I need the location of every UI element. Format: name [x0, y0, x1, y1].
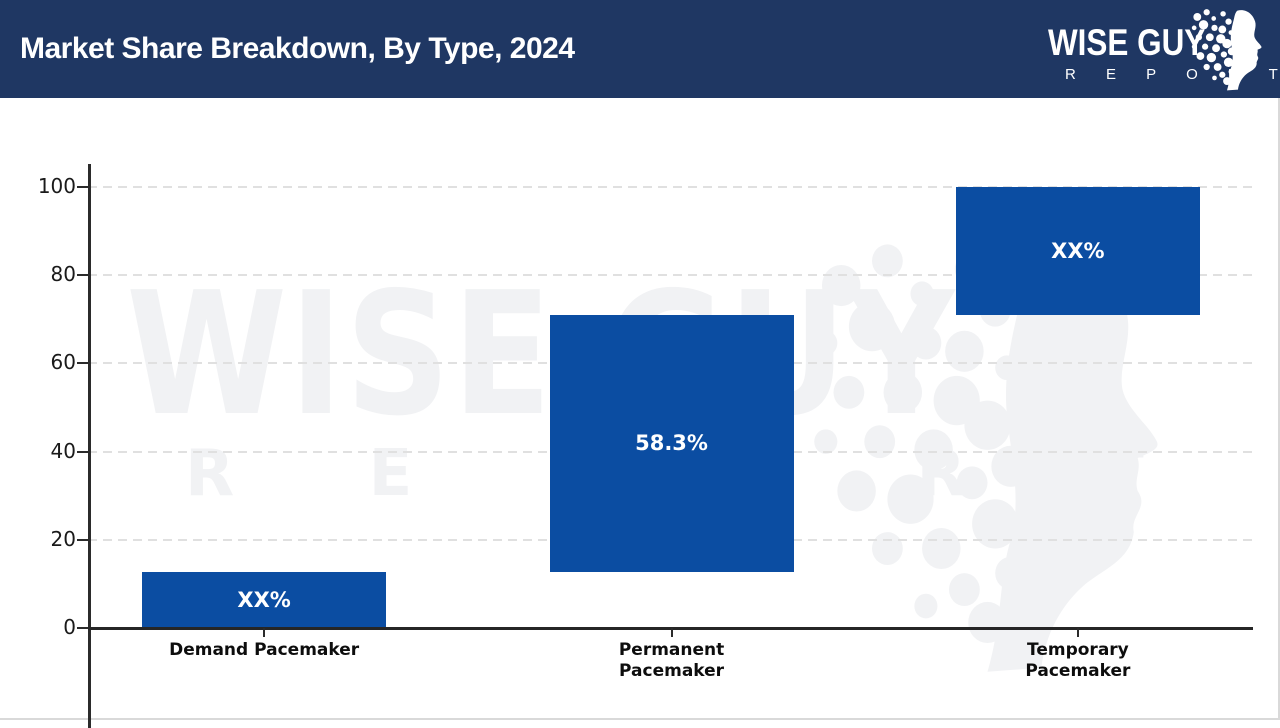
x-tick-demand-pacemaker	[263, 628, 266, 637]
y-tick-label-20: 20	[50, 526, 76, 551]
x-tick-temporary-pacemaker	[1076, 628, 1079, 637]
wise-guy-face-icon	[1186, 6, 1268, 92]
bar-demand-pacemaker: XX%	[142, 571, 387, 628]
y-tick-label-100: 100	[37, 174, 76, 198]
y-tick-100	[77, 186, 88, 188]
x-category-label-demand-pacemaker: Demand Pacemaker	[169, 640, 360, 660]
header-bar: Market Share Breakdown, By Type, 2024 WI…	[0, 0, 1280, 98]
brand-logo: WISE GUY R E P O R T S	[1018, 4, 1280, 96]
page-title: Market Share Breakdown, By Type, 2024	[20, 32, 575, 65]
y-axis-line	[88, 164, 91, 728]
y-tick-0	[77, 627, 88, 629]
bar-permanent-pacemaker: 58.3%	[549, 314, 794, 572]
gridline-100	[88, 186, 1253, 188]
x-category-label-permanent-pacemaker: Permanent Pacemaker	[618, 640, 725, 682]
y-tick-60	[77, 362, 88, 365]
bar-temporary-pacemaker: XX%	[955, 187, 1200, 315]
chart-area: WISE GUY R E P O R T S 020406080100Deman…	[0, 98, 1280, 728]
bar-value-label-temporary-pacemaker: XX%	[1051, 238, 1105, 263]
logo-wordmark: WISE GUY	[1048, 22, 1206, 63]
bar-value-label-demand-pacemaker: XX%	[237, 587, 291, 612]
y-tick-label-60: 60	[50, 350, 76, 375]
x-axis-line	[88, 627, 1253, 630]
y-tick-label-80: 80	[50, 262, 76, 287]
x-category-label-temporary-pacemaker: Temporary Pacemaker	[1025, 640, 1131, 682]
y-tick-20	[77, 538, 88, 541]
bar-value-label-permanent-pacemaker: 58.3%	[635, 431, 708, 456]
y-tick-label-0: 0	[63, 615, 76, 639]
y-tick-label-40: 40	[50, 438, 76, 463]
y-tick-40	[77, 450, 88, 453]
gridline-80	[88, 274, 1253, 277]
y-tick-80	[77, 274, 88, 277]
x-tick-permanent-pacemaker	[670, 628, 673, 637]
